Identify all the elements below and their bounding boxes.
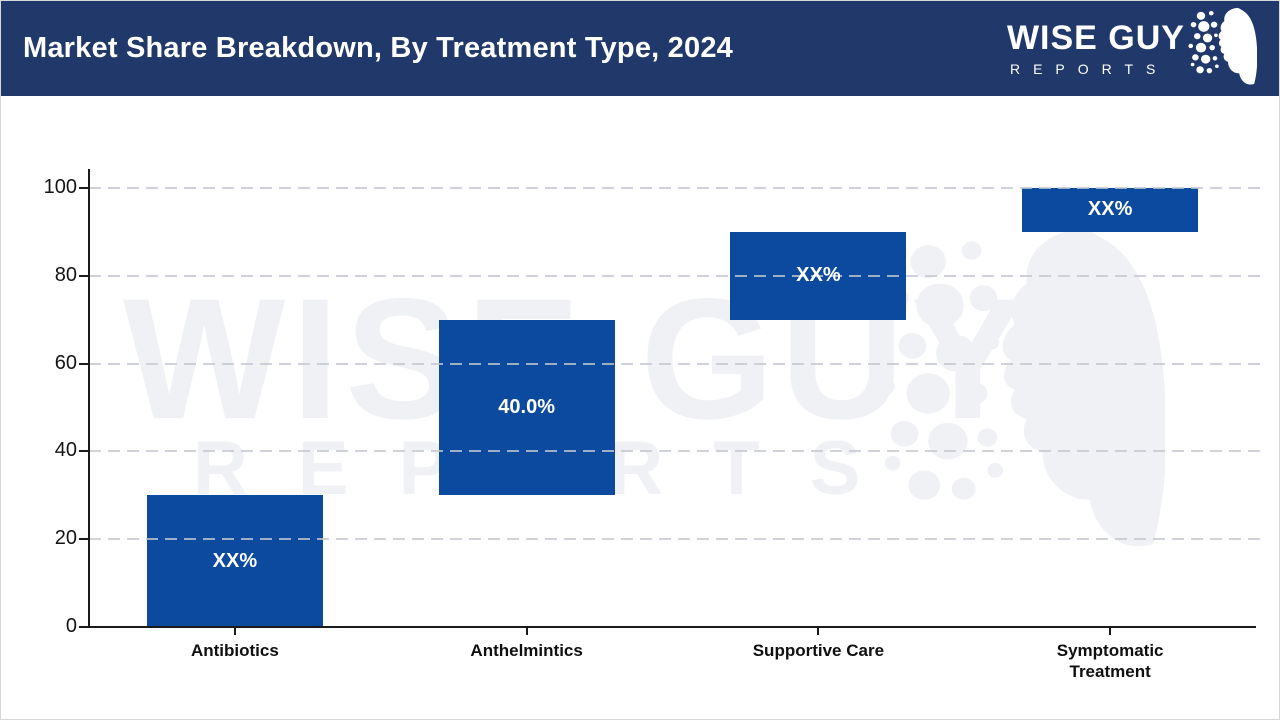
y-tick-mark [79,450,88,453]
brand-subtitle: REPORTS [1009,60,1169,77]
gridline [89,362,1264,365]
bar-value-label: XX% [1087,198,1133,221]
bar-segment [146,495,323,627]
y-tick-label: 100 [43,176,77,198]
x-axis-line [88,626,1256,628]
y-tick-label: 60 [54,351,77,374]
bar-segment [438,319,615,496]
x-tick-mark [525,628,528,635]
y-tick-mark [79,187,88,189]
gridline [89,538,1264,541]
watermark-head-profile-icon [874,228,1165,547]
y-tick-mark [79,274,88,277]
brand-logo: WISE GUY REPORTS [1007,7,1257,91]
x-tick-mark [1109,628,1112,635]
x-category-label: Anthelmintics [470,641,583,660]
x-tick-mark [233,628,236,635]
bar-segment [1022,188,1199,232]
bar-value-label: XX% [796,264,841,287]
gridline [89,450,1264,453]
x-category-label: Supportive Care [752,641,885,660]
y-tick-mark [79,362,88,365]
x-category-label: Symptomatic Treatment [1056,641,1164,682]
y-tick-mark [79,538,88,541]
y-axis-line [88,169,90,628]
y-tick-mark [79,626,88,628]
gridline [89,187,1264,189]
x-category-label: Antibiotics [190,641,279,660]
bar-value-label: 40.0% [498,395,555,418]
y-tick-label: 40 [54,439,77,462]
bar-value-label: XX% [212,549,258,572]
brand-name: WISE GUY [1006,18,1185,57]
y-tick-label: 80 [54,263,77,286]
page-title: Market Share Breakdown, By Treatment Typ… [23,32,733,64]
brand-logo-text: WISE GUY REPORTS [1007,21,1185,77]
gridline [89,274,1264,277]
x-tick-mark [817,628,820,635]
header: Market Share Breakdown, By Treatment Typ… [1,1,1279,96]
head-profile-logo-icon [1188,7,1257,85]
y-tick-label: 20 [54,527,77,550]
y-tick-label: 0 [65,615,77,637]
